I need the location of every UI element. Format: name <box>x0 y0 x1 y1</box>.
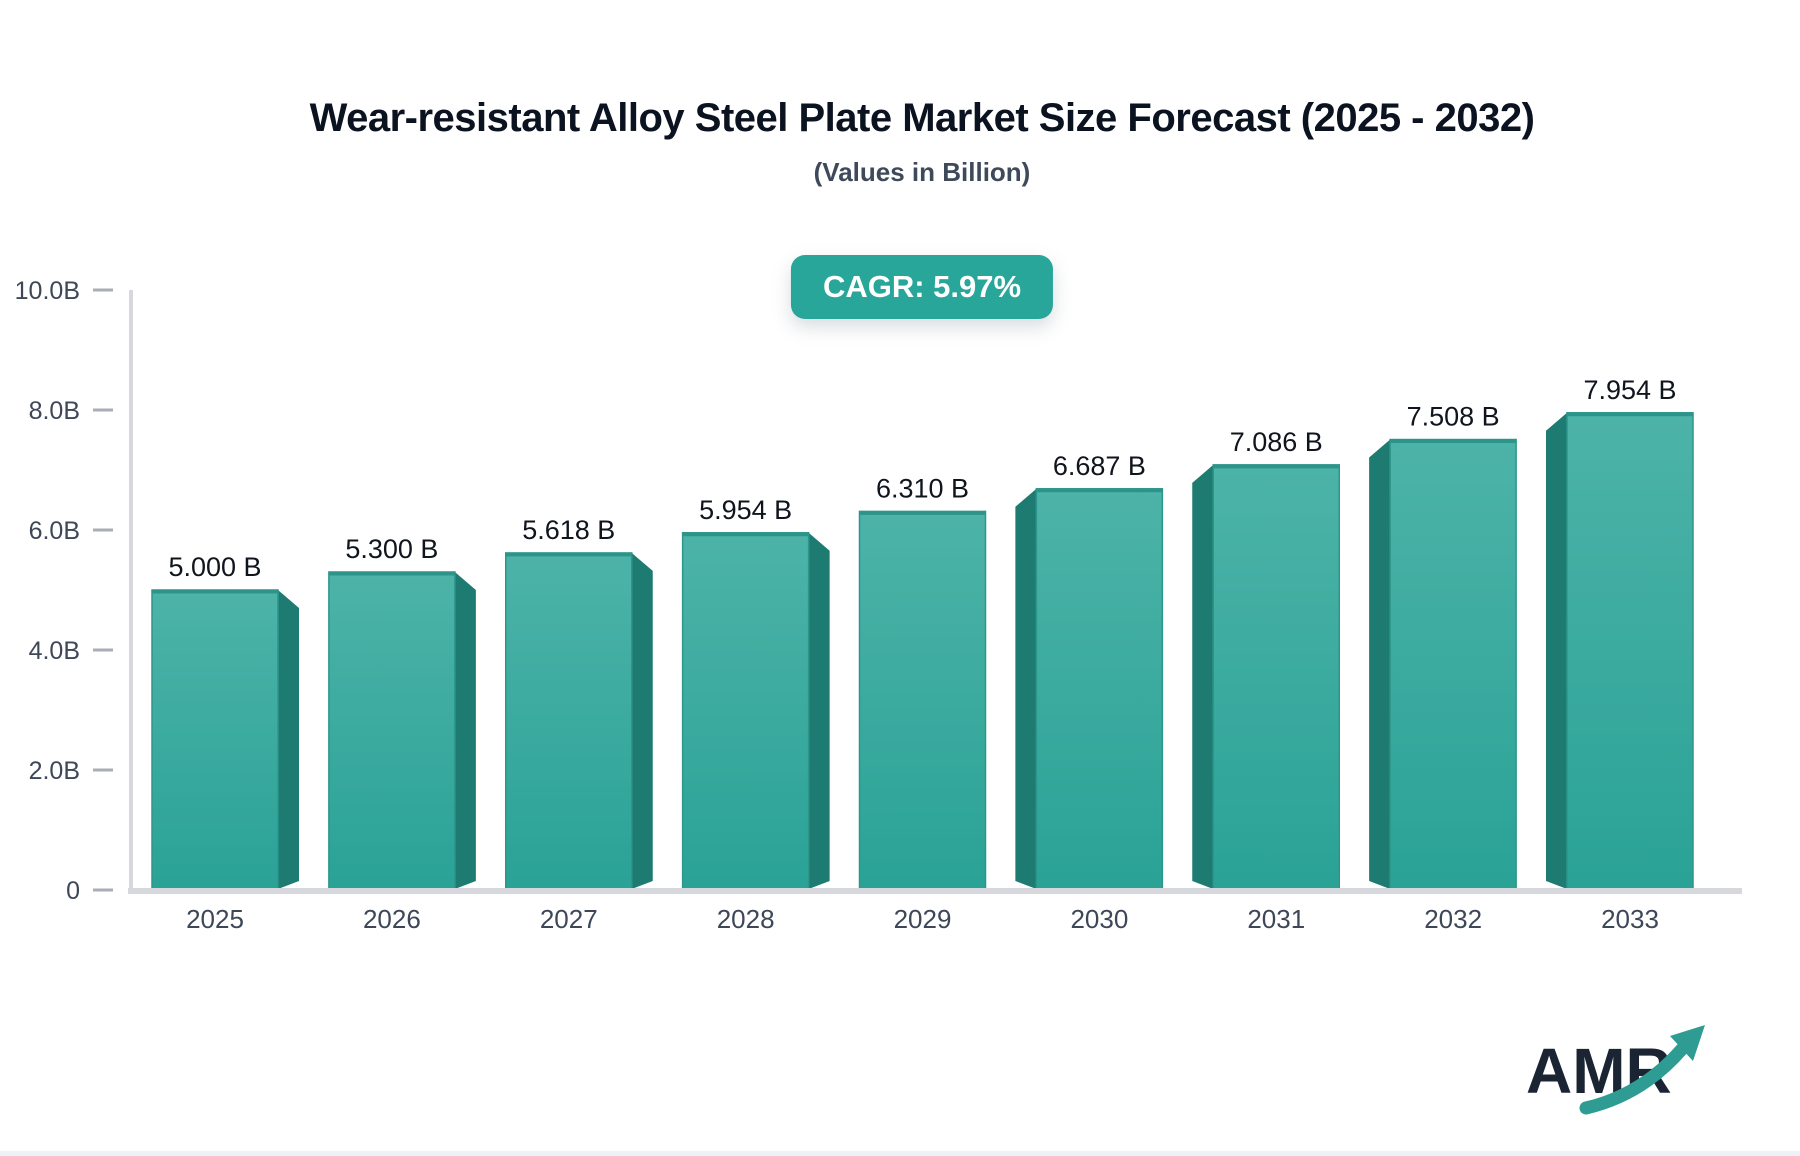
bar-value-label-2030: 6.687 B <box>1053 451 1146 481</box>
page-bottom-edge <box>0 1151 1800 1156</box>
bar-value-label-2025: 5.000 B <box>168 552 261 582</box>
chart-subtitle: (Values in Billion) <box>813 157 1031 187</box>
x-axis-label-2025: 2025 <box>186 904 244 934</box>
chart-header: Wear-resistant Alloy Steel Plate Market … <box>122 96 1722 188</box>
x-axis-label-2033: 2033 <box>1601 904 1659 934</box>
amr-logo-arrow-swoosh <box>1579 1042 1689 1115</box>
bar-top-edge-2029 <box>859 511 986 515</box>
bar-top-edge-2027 <box>505 552 632 557</box>
bar-side-2025 <box>278 590 299 889</box>
y-axis-label-6.0B: 6.0B <box>29 517 80 545</box>
cagr-badge-label: CAGR: 5.97% <box>822 269 1022 304</box>
bar-side-2032 <box>1369 439 1391 889</box>
bar-side-2030 <box>1015 488 1037 889</box>
y-axis-label-4.0B: 4.0B <box>29 637 80 665</box>
y-axis-label-2.0B: 2.0B <box>29 757 80 785</box>
bar-top-edge-2025 <box>152 590 278 594</box>
bar-value-label-2031: 7.086 B <box>1230 427 1323 457</box>
bar-side-2028 <box>808 532 830 889</box>
bar-2027 <box>505 552 633 890</box>
bar-top-edge-2033 <box>1567 412 1693 417</box>
bar-2029 <box>858 510 987 890</box>
x-axis-label-2029: 2029 <box>894 904 952 934</box>
bar-top-edge-2026 <box>328 572 455 576</box>
cagr-badge: CAGR: 5.97% <box>790 255 1054 319</box>
bar-top-edge-2031 <box>1213 464 1340 469</box>
bar-side-2033 <box>1546 412 1567 889</box>
amr-logo-text: AMR <box>1526 1035 1672 1107</box>
bar-2028 <box>681 532 810 890</box>
bar-2033 <box>1566 412 1694 890</box>
chart-title: Wear-resistant Alloy Steel Plate Market … <box>309 96 1535 140</box>
x-axis-label-2027: 2027 <box>540 904 598 934</box>
y-axis-line <box>129 290 133 890</box>
x-axis-label-2032: 2032 <box>1424 904 1482 934</box>
bar-top-edge-2028 <box>682 532 809 537</box>
bar-value-label-2033: 7.954 B <box>1583 375 1676 405</box>
y-axis-label-10.0B: 10.0B <box>15 277 80 305</box>
bar-top-edge-2032 <box>1390 439 1517 444</box>
bar-2030 <box>1035 488 1164 890</box>
y-axis-label-8.0B: 8.0B <box>29 397 80 425</box>
bar-value-label-2028: 5.954 B <box>699 495 792 525</box>
x-axis-label-2031: 2031 <box>1247 904 1305 934</box>
bar-side-2031 <box>1192 464 1214 889</box>
x-axis-label-2030: 2030 <box>1070 904 1128 934</box>
bar-value-label-2032: 7.508 B <box>1407 402 1500 432</box>
amr-logo[interactable]: AMR <box>1490 1005 1740 1130</box>
bar-2025 <box>151 589 279 890</box>
y-axis-label-0: 0 <box>66 877 80 905</box>
bar-2031 <box>1212 464 1340 890</box>
bar-value-label-2026: 5.300 B <box>345 534 438 564</box>
x-axis-label-2028: 2028 <box>717 904 775 934</box>
bar-side-2026 <box>454 572 476 889</box>
bar-top-edge-2030 <box>1036 488 1163 493</box>
bar-2032 <box>1389 438 1517 890</box>
amr-logo-arrow-head-icon <box>1670 1025 1705 1061</box>
bar-2026 <box>328 571 456 890</box>
x-axis-label-2026: 2026 <box>363 904 421 934</box>
bar-value-label-2029: 6.310 B <box>876 473 969 503</box>
bar-side-2027 <box>631 552 653 889</box>
bar-value-label-2027: 5.618 B <box>522 515 615 545</box>
x-axis-line <box>128 888 1742 894</box>
